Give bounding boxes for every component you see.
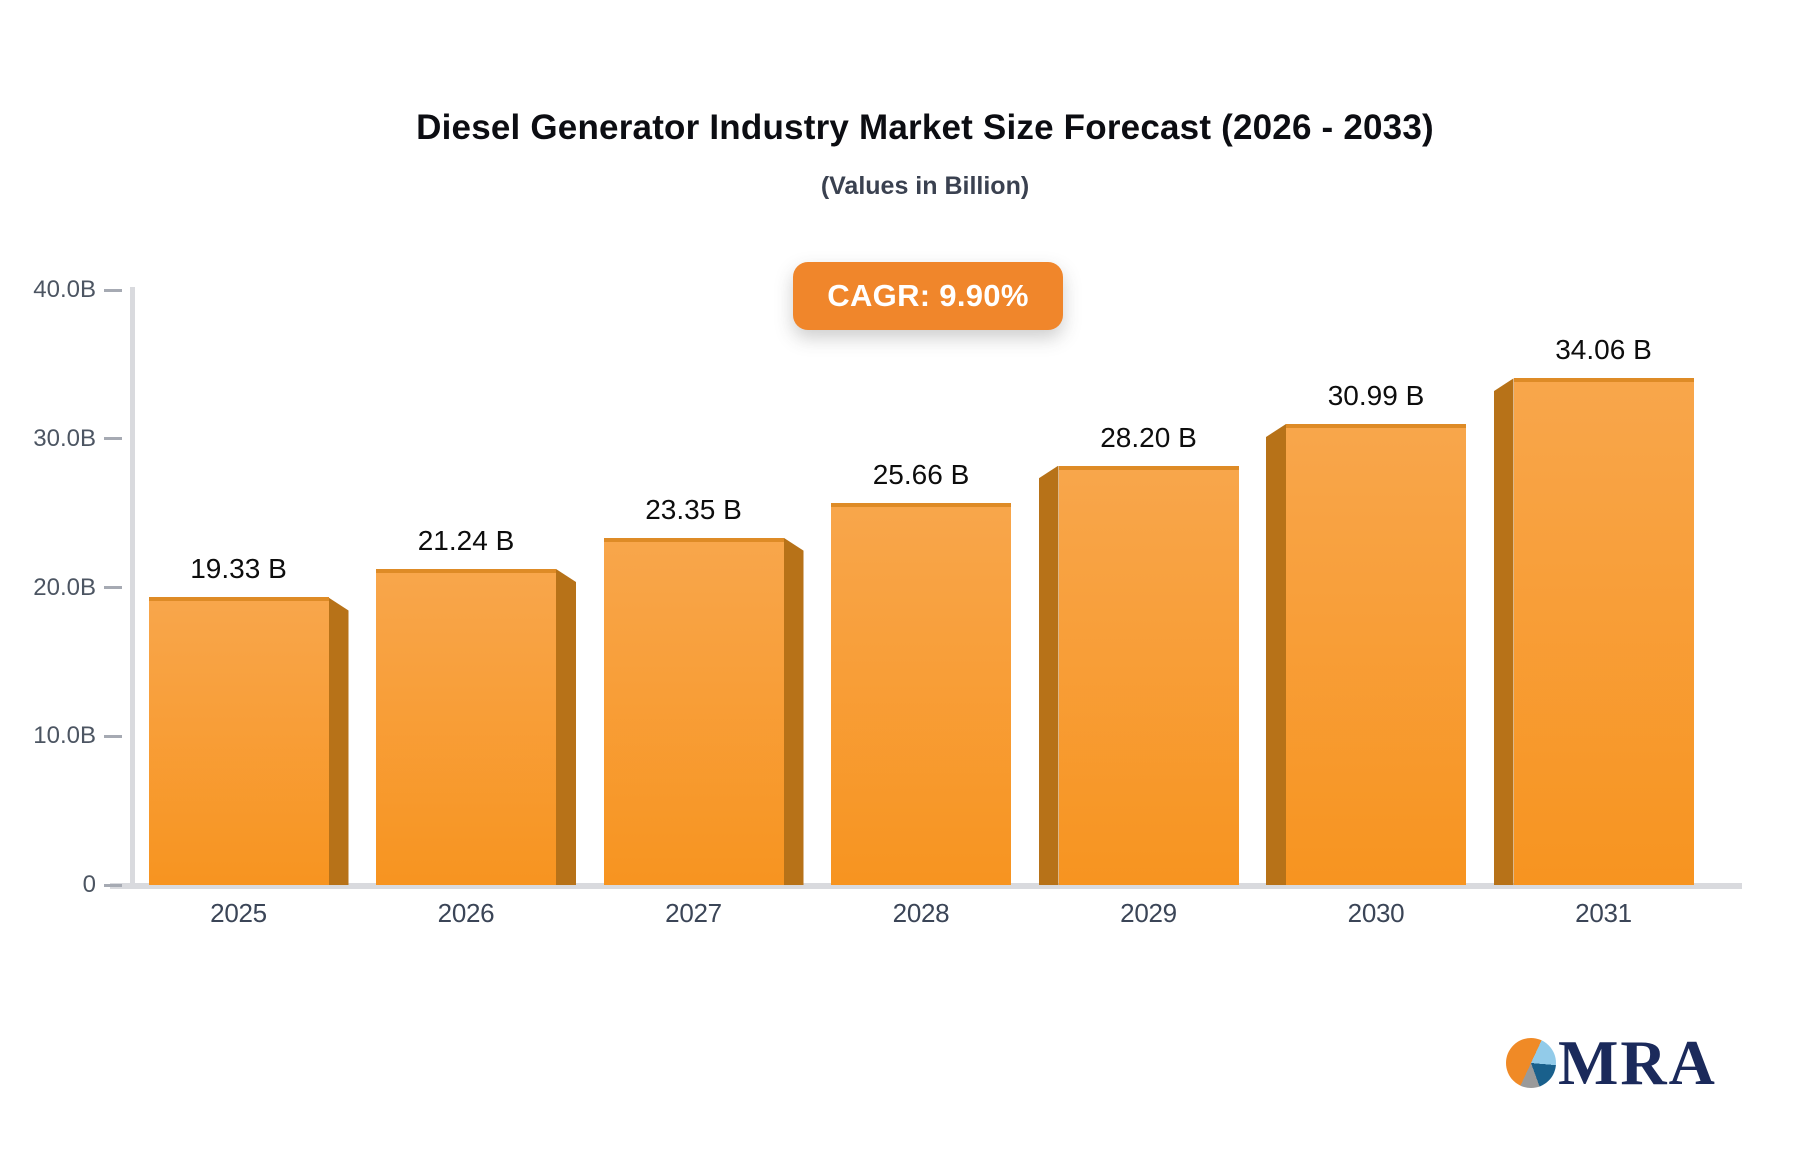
y-tick-dash bbox=[104, 586, 122, 589]
y-tick-dash bbox=[104, 288, 122, 292]
pie-chart-logo-icon bbox=[1506, 1038, 1556, 1088]
x-tick-label: 2031 bbox=[1575, 898, 1632, 928]
bar-value-label: 25.66 B bbox=[872, 459, 970, 491]
chart-subtitle: (Values in Billion) bbox=[820, 172, 1030, 200]
bar-side-panel bbox=[1038, 465, 1059, 885]
y-tick-dash bbox=[104, 883, 122, 887]
bar[interactable] bbox=[831, 503, 1011, 885]
x-tick-label: 2030 bbox=[1347, 898, 1405, 928]
x-tick-label: 2026 bbox=[437, 898, 495, 928]
cagr-badge-label: CAGR: 9.90% bbox=[827, 278, 1029, 313]
x-tick-label: 2027 bbox=[665, 898, 722, 928]
chart-title: Diesel Generator Industry Market Size Fo… bbox=[416, 108, 1434, 147]
y-tick-label: 0 bbox=[82, 871, 96, 898]
bar-value-label: 19.33 B bbox=[190, 553, 287, 585]
y-tick-label: 30.0B bbox=[33, 424, 96, 452]
x-tick-label: 2025 bbox=[210, 898, 267, 928]
y-tick-dash bbox=[104, 734, 122, 738]
bar[interactable] bbox=[603, 537, 784, 885]
bar-value-label: 28.20 B bbox=[1100, 421, 1197, 453]
bar[interactable] bbox=[376, 569, 556, 885]
bar-side-panel bbox=[783, 537, 804, 885]
bar-value-label: 23.35 B bbox=[645, 493, 742, 525]
bar[interactable] bbox=[1286, 424, 1466, 885]
bar-side-panel bbox=[1266, 424, 1286, 885]
mra-logo-text: MRA bbox=[1558, 1027, 1717, 1098]
y-tick-label: 40.0B bbox=[33, 276, 96, 303]
y-tick-dash bbox=[104, 437, 122, 441]
mra-logo: MRA bbox=[1506, 1027, 1717, 1098]
y-axis-line bbox=[130, 287, 135, 888]
bar-side-panel bbox=[1493, 378, 1514, 885]
bar-side-panel bbox=[328, 597, 349, 885]
x-tick-label: 2028 bbox=[892, 898, 950, 928]
bar-value-label: 21.24 B bbox=[417, 525, 515, 557]
bar[interactable] bbox=[148, 597, 329, 885]
x-tick-label: 2029 bbox=[1120, 898, 1177, 928]
cagr-badge: CAGR: 9.90% bbox=[793, 262, 1063, 330]
y-tick-label: 10.0B bbox=[33, 722, 96, 750]
bar-side-panel bbox=[556, 569, 576, 885]
bar[interactable] bbox=[1058, 465, 1239, 885]
bar-value-label: 34.06 B bbox=[1555, 334, 1652, 366]
x-axis-baseline bbox=[110, 883, 1742, 889]
y-tick-label: 20.0B bbox=[33, 573, 96, 601]
bar-value-label: 30.99 B bbox=[1327, 380, 1425, 412]
bar[interactable] bbox=[1513, 378, 1694, 885]
